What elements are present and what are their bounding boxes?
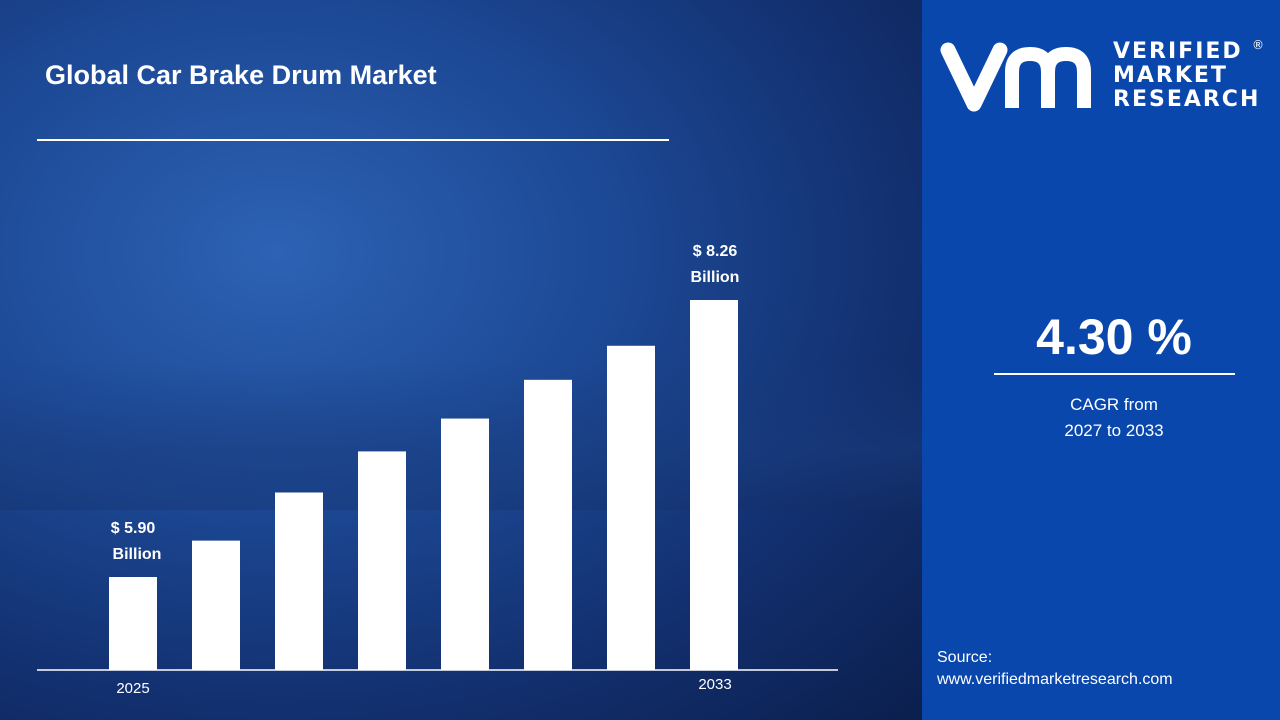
bar-2025	[109, 577, 157, 670]
bar-2030	[441, 418, 489, 670]
logo-text: VERIFIED MARKET RESEARCH	[1113, 40, 1260, 112]
vmr-logo-icon	[940, 42, 1091, 112]
cagr-label-line: CAGR from	[1070, 395, 1158, 414]
first-unit-label: Billion	[113, 546, 162, 563]
x-tick-label: 2033	[698, 676, 731, 693]
registered-mark: ®	[1252, 38, 1264, 52]
bar-2027	[192, 540, 240, 670]
cagr-label-line: 2027 to 2033	[1064, 421, 1164, 440]
logo-line: MARKET	[1113, 63, 1228, 88]
logo-line: VERIFIED	[1113, 39, 1243, 64]
first-value-label: $ 5.90	[111, 520, 156, 537]
info-panel	[922, 0, 1280, 720]
bar-chart: $ 5.90 Billion $ 8.26 Billion 2025 2033	[37, 243, 838, 697]
cagr-value: 4.30 %	[1036, 309, 1192, 365]
bar-2028	[275, 492, 323, 670]
chart-title: Global Car Brake Drum Market	[45, 60, 437, 90]
bar-2033	[690, 300, 738, 670]
source: Source: www.verifiedmarketresearch.com	[937, 647, 1173, 691]
bar-2031	[524, 379, 572, 670]
bar-2029	[358, 451, 406, 670]
source-label: Source:	[937, 649, 993, 666]
source-url[interactable]: www.verifiedmarketresearch.com	[937, 671, 1173, 688]
bar-2032	[607, 345, 655, 670]
cagr-label: CAGR from 2027 to 2033	[994, 392, 1234, 444]
x-tick-label: 2025	[116, 680, 149, 697]
last-value-label: $ 8.26	[693, 243, 738, 260]
cagr-divider	[994, 373, 1235, 375]
title-divider	[37, 139, 669, 141]
logo-line: RESEARCH	[1113, 87, 1261, 112]
last-unit-label: Billion	[691, 269, 740, 286]
